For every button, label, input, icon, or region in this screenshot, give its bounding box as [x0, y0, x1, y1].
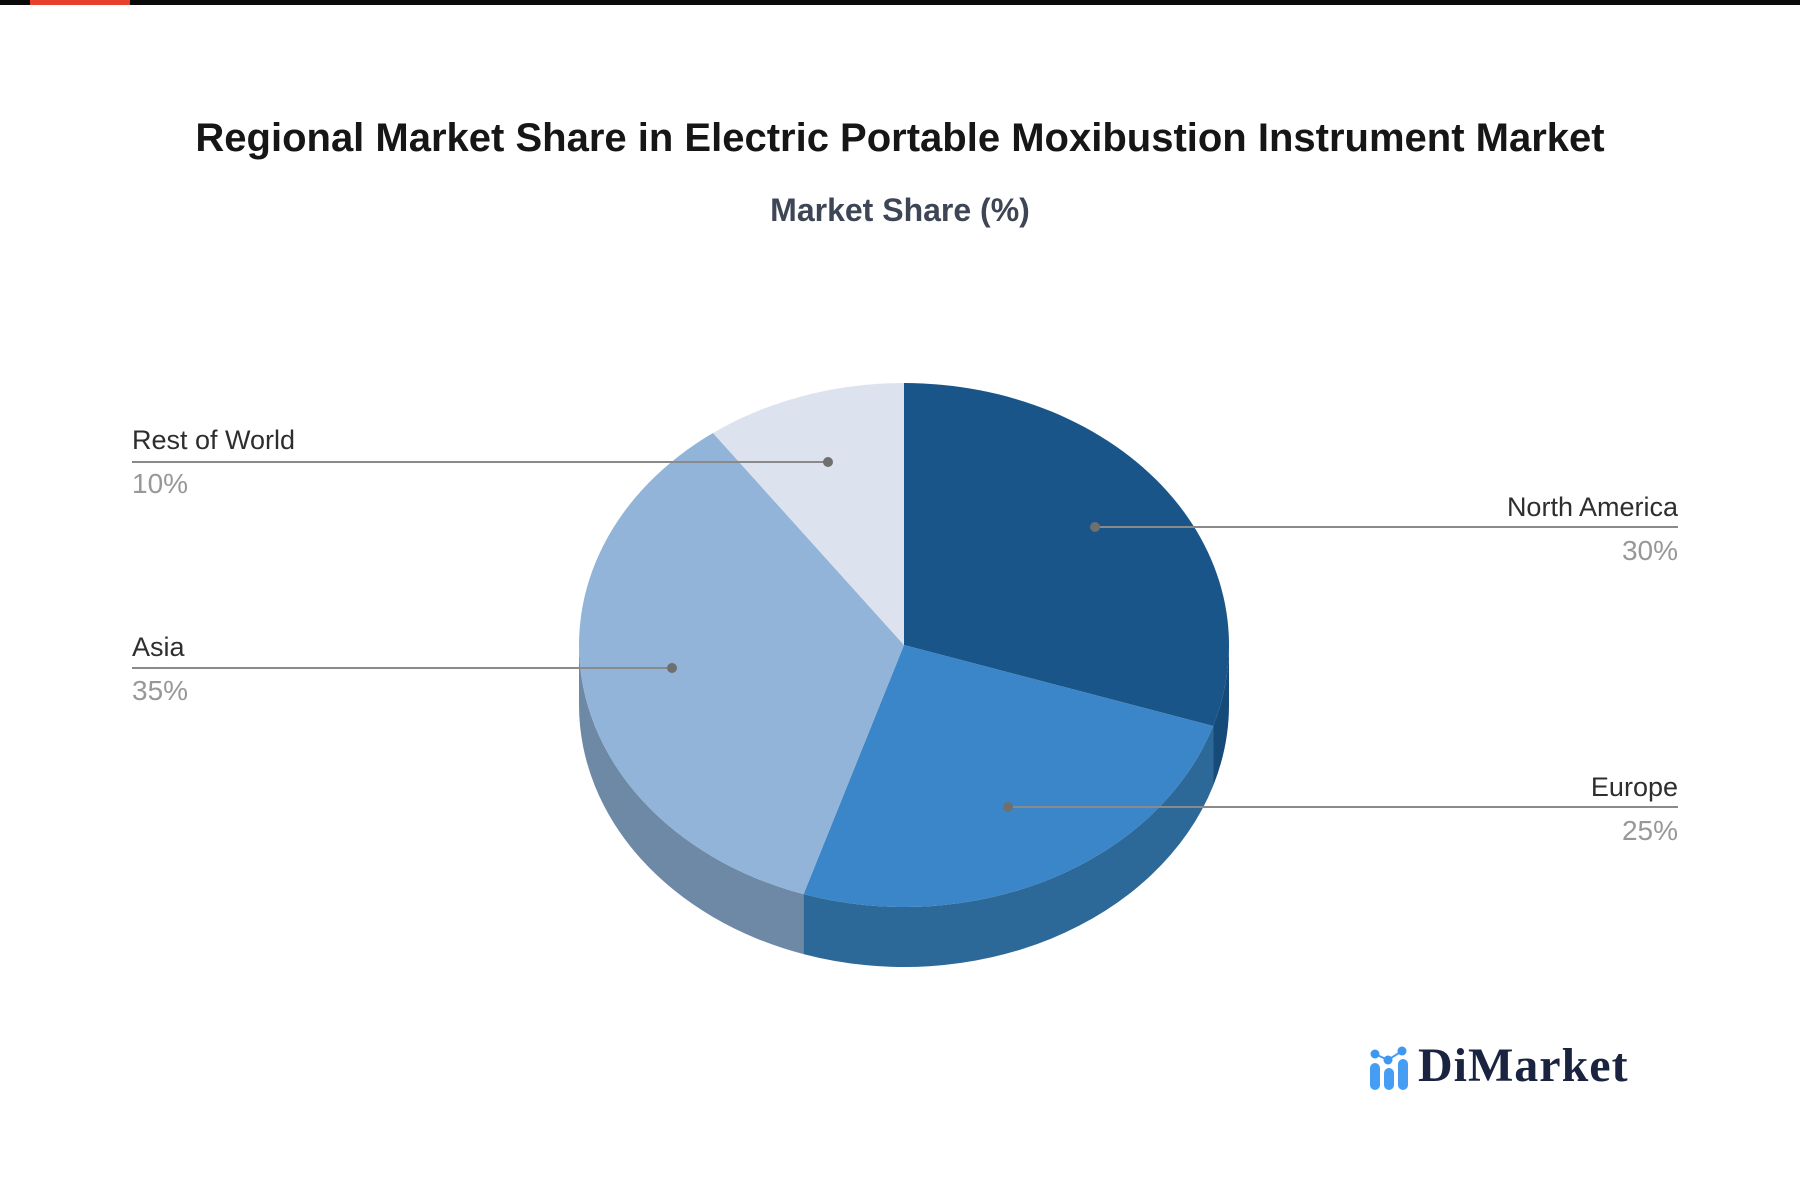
pie-slice-europe: [803, 645, 1214, 908]
callout-dot-asia: [667, 663, 677, 673]
slice-label: North America: [1506, 492, 1678, 522]
callout-dot-rest-of-world: [823, 457, 833, 467]
slice-value: 10%: [132, 468, 189, 499]
callout-dot-europe: [1003, 802, 1013, 812]
chart-subtitle: Market Share (%): [770, 192, 1030, 228]
slice-label: Asia: [132, 632, 185, 662]
slice-label: Europe: [1590, 772, 1678, 802]
pie-slice-side-north-america: [1213, 645, 1229, 786]
top-border-line: [0, 0, 1800, 5]
dimarket-logo: DiMarket: [1368, 1042, 1629, 1090]
callout-north-america: North America 30%: [1507, 490, 1678, 568]
slice-label: Rest of World: [132, 425, 296, 455]
callout-asia: Asia 35%: [132, 630, 188, 708]
pie-slice-north-america: [904, 383, 1229, 726]
callout-rest-of-world: Rest of World 10%: [132, 423, 295, 501]
dimarket-logo-icon: [1370, 1046, 1408, 1090]
pie-slice-rest-of-world: [712, 383, 904, 645]
pie-slice-side-europe: [803, 725, 1214, 968]
callout-dot-north-america: [1090, 522, 1100, 532]
dimarket-logo-text: DiMarket: [1418, 1039, 1629, 1092]
top-border-accent: [30, 0, 130, 5]
slice-value: 25%: [1621, 815, 1678, 846]
callout-europe: Europe 25%: [1591, 770, 1678, 848]
chart-title: Regional Market Share in Electric Portab…: [195, 116, 1605, 160]
slice-value: 35%: [132, 675, 189, 706]
pie-slice-side-asia: [579, 645, 804, 955]
pie-slice-asia: [578, 433, 904, 895]
slice-value: 30%: [1621, 535, 1678, 566]
